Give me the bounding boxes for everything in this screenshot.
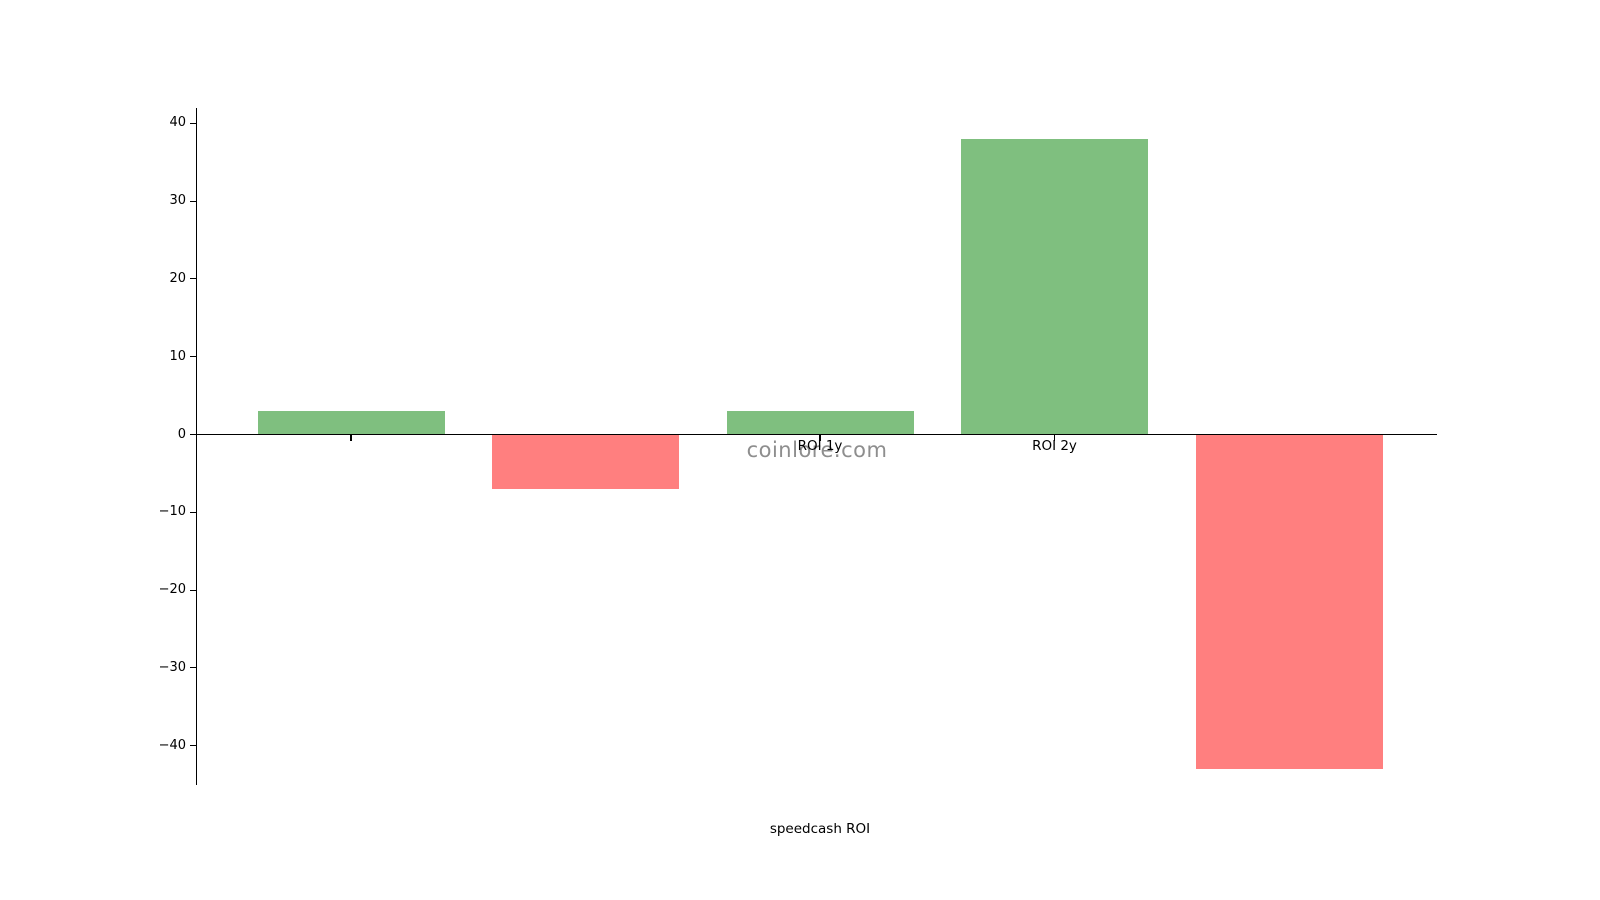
y-axis-tick xyxy=(189,278,196,280)
y-tick-label: −40 xyxy=(158,737,186,753)
y-axis-tick xyxy=(189,745,196,747)
x-axis-tick xyxy=(350,434,352,441)
x-tick-label: ROI 1y xyxy=(797,437,843,454)
y-axis-tick xyxy=(189,356,196,358)
y-tick-label: 20 xyxy=(169,270,186,286)
y-axis-tick xyxy=(189,433,196,436)
y-tick-label: 0 xyxy=(177,426,186,442)
y-axis-tick xyxy=(189,122,196,124)
bar-roi-2y xyxy=(961,138,1148,435)
x-axis-tick xyxy=(1053,434,1056,441)
y-axis-tick xyxy=(189,511,196,513)
x-tick-label: ROI 2y xyxy=(1032,437,1077,454)
y-tick-label: −20 xyxy=(158,582,186,598)
y-tick-label: 30 xyxy=(169,193,186,209)
y-axis-tick xyxy=(189,200,196,202)
y-axis-tick xyxy=(189,667,196,669)
y-axis-tick xyxy=(189,589,196,591)
y-tick-label: −30 xyxy=(158,659,186,675)
bar-series-4 xyxy=(1195,434,1383,770)
x-axis-tick xyxy=(819,434,821,441)
y-tick-label: 10 xyxy=(169,348,186,364)
bar-series-0 xyxy=(257,411,445,435)
watermark-text: coinlore.com xyxy=(746,438,888,462)
x-axis-zero-line xyxy=(197,433,1437,436)
y-tick-label: −10 xyxy=(158,504,186,520)
y-axis-line xyxy=(196,108,198,785)
x-axis-title: speedcash ROI xyxy=(769,821,871,837)
bar-roi-1y xyxy=(726,411,914,435)
y-tick-label: 40 xyxy=(169,115,186,131)
bar-series-1 xyxy=(492,434,679,489)
